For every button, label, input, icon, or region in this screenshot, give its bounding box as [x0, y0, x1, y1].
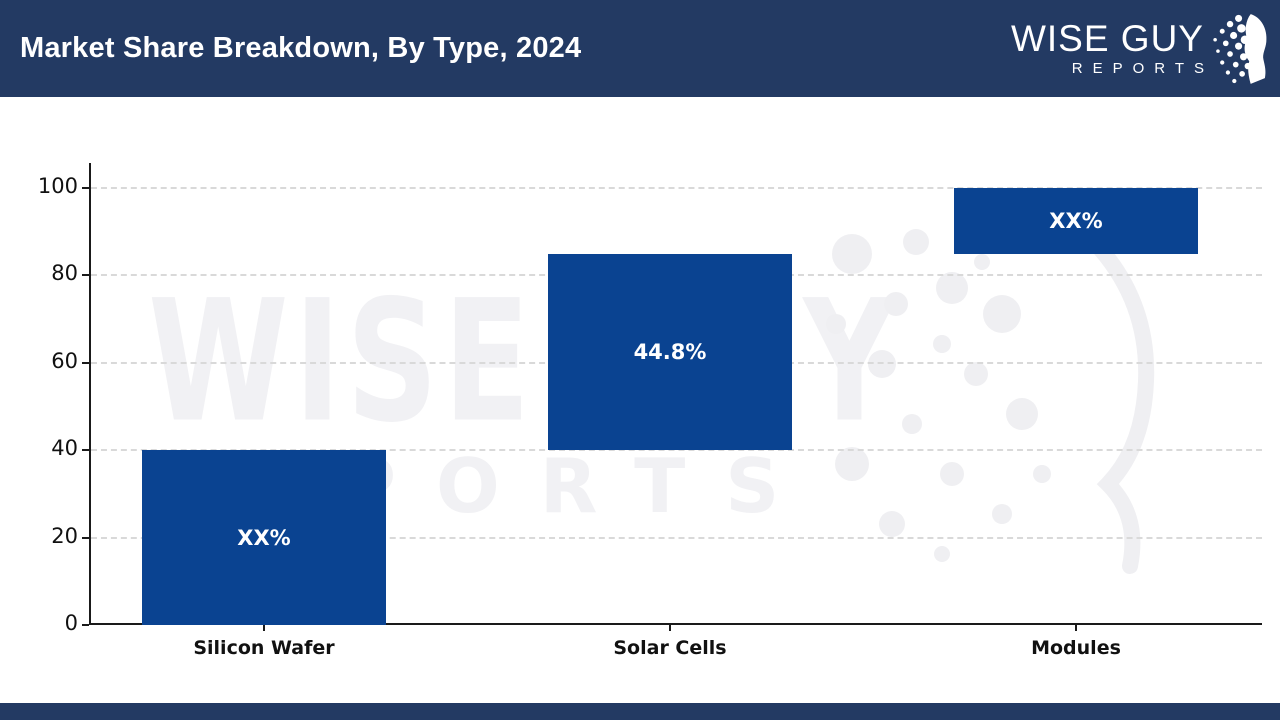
- y-tick-mark: [82, 186, 89, 189]
- gridline: [91, 536, 1262, 539]
- y-tick-label: 0: [64, 611, 78, 635]
- y-tick-label: 60: [51, 348, 78, 373]
- wiseguy-head-icon: [1213, 13, 1267, 84]
- bar: [548, 254, 792, 450]
- gridline: [91, 449, 1262, 451]
- y-tick-mark: [82, 536, 89, 539]
- chart-area: WISE GUY REPORTS 0 20 40 60 80 100 XX% 44.8% XX…: [0, 97, 1280, 703]
- x-tick-label: Solar Cells: [613, 637, 727, 659]
- brand-logo: WISE GUY REPORTS: [1011, 0, 1272, 97]
- bar-value-label: XX%: [1049, 208, 1103, 233]
- bar: [954, 187, 1198, 254]
- y-tick-mark: [82, 361, 89, 364]
- y-axis-line: [89, 163, 91, 623]
- y-tick-label: 80: [51, 261, 78, 285]
- bar: [142, 450, 386, 625]
- y-tick-mark: [82, 274, 89, 276]
- bar-value-label: 44.8%: [633, 340, 707, 364]
- gridline: [91, 186, 1262, 189]
- brand-name: WISE GUY: [1010, 17, 1204, 59]
- brand-subtitle: REPORTS: [1071, 59, 1214, 77]
- x-axis-line: [89, 623, 1262, 625]
- x-tick-mark: [263, 625, 265, 631]
- x-tick-label: Modules: [1031, 637, 1121, 659]
- brand-text: WISE GUY REPORTS: [1010, 17, 1204, 78]
- footer-bar: [0, 703, 1280, 720]
- x-tick-mark: [669, 625, 671, 631]
- y-tick-label: 40: [51, 436, 78, 460]
- page-title: Market Share Breakdown, By Type, 2024: [20, 32, 582, 64]
- x-tick-mark: [1075, 625, 1077, 631]
- y-tick-mark: [82, 449, 89, 451]
- watermark-head-icon: [826, 222, 1155, 574]
- header-bar: Market Share Breakdown, By Type, 2024 WI…: [0, 0, 1280, 97]
- y-tick-label: 100: [37, 173, 78, 198]
- y-tick-mark: [82, 624, 89, 626]
- bar-value-label: XX%: [237, 525, 291, 550]
- y-tick-label: 20: [51, 523, 78, 548]
- x-tick-label: Silicon Wafer: [193, 637, 335, 659]
